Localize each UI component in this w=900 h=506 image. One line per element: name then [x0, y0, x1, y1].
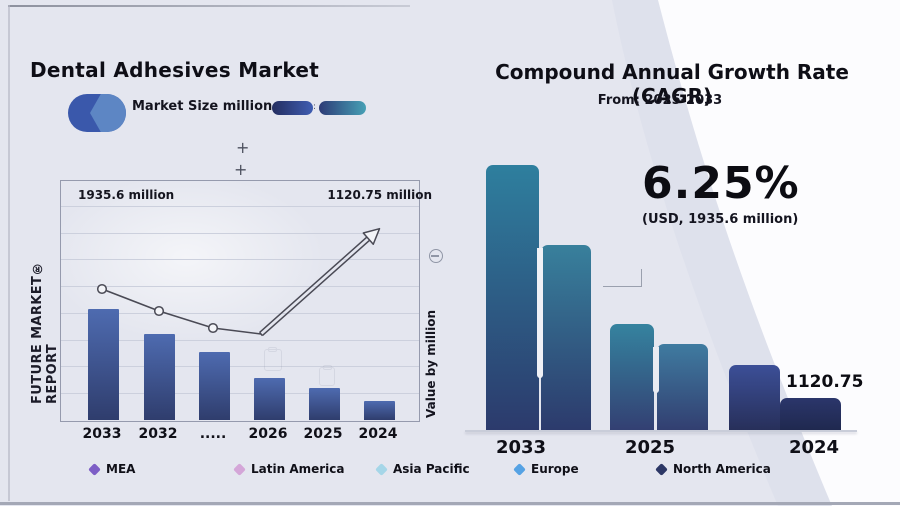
x-label-2024: 2024	[358, 426, 398, 442]
cagr-title: Compound Annual Growth Rate (CAGR)	[495, 60, 849, 108]
frame-top-line	[8, 5, 410, 7]
legend-item-north-america: North America	[655, 462, 771, 476]
gradient-pill-left	[272, 101, 313, 115]
x-label-2032: 2032	[138, 426, 178, 442]
gridline	[61, 206, 419, 207]
plus-mark-decor: +	[234, 160, 248, 179]
legend-label: Europe	[531, 462, 579, 476]
region-legend: MEA Latin America Asia Pacific Europe North …	[0, 462, 900, 486]
gridline	[61, 392, 419, 394]
arrow-base-line	[259, 331, 263, 337]
cagr-subtitle: From: 2025-2033	[597, 93, 723, 108]
bar-2024	[364, 401, 395, 420]
bar-2026	[254, 378, 285, 420]
arrow-head	[362, 227, 381, 245]
trend-line	[101, 288, 262, 335]
x-label-.....: .....	[199, 426, 227, 442]
ghost-clipboard-icon	[264, 347, 282, 371]
ghost-clipboard-icon	[319, 365, 335, 386]
watermark-vertical-text: FUTURE MARKET® REPORT	[30, 260, 60, 404]
legend-item-europe: Europe	[513, 462, 579, 476]
arrow-shaft-line	[261, 239, 371, 337]
legend-label: North America	[673, 462, 771, 476]
value-2024-label: 1120.75	[786, 372, 864, 392]
cagr-note: (USD, 1935.6 million)	[642, 212, 799, 227]
bar-2025	[309, 388, 340, 420]
gradient-pill-right	[319, 101, 366, 115]
bar-.....	[199, 352, 230, 420]
legend-diamond-icon	[655, 462, 668, 476]
value-axis-label: Value by million	[424, 309, 438, 418]
cagr-value: 6.25%	[642, 158, 800, 209]
bar-2033	[88, 309, 119, 420]
x-label-2033: 2033	[82, 426, 122, 442]
legend-diamond-icon	[375, 462, 388, 476]
legend-diamond-icon	[513, 462, 526, 476]
legend-diamond-icon	[233, 462, 246, 476]
trend-marker	[153, 305, 165, 317]
cagr-chart-baseline	[465, 430, 857, 432]
frame-left-line	[8, 5, 10, 501]
pill-separator: :	[313, 102, 317, 112]
annotation-2024-value: 1120.75 million	[327, 188, 432, 202]
circle-minus-icon	[429, 249, 443, 263]
bar-2032	[144, 334, 175, 420]
gridline	[61, 366, 419, 368]
background-white-blob	[658, 0, 900, 506]
gridline	[61, 232, 419, 234]
frame-bottom-line	[0, 502, 900, 505]
x-label-2026: 2026	[248, 426, 288, 442]
gridline	[61, 339, 419, 341]
x-axis-labels: 2033 2032..... 2026 2025 2024	[60, 426, 418, 446]
legend-diamond-icon	[88, 462, 101, 476]
arrow-shaft-line	[259, 236, 368, 333]
legend-item-mea: MEA	[88, 462, 136, 476]
gridline	[61, 286, 419, 288]
corner-bracket-decor	[603, 269, 642, 287]
legend-label: Latin America	[251, 462, 345, 476]
gridline	[61, 259, 419, 261]
legend-label: Asia Pacific	[393, 462, 470, 476]
market-size-legend-label: Market Size million	[132, 99, 273, 114]
plus-mark-decor: +	[236, 138, 250, 157]
market-size-cylinder-icon	[68, 94, 126, 132]
x-label-2025: 2025	[303, 426, 343, 442]
trend-marker	[207, 322, 219, 334]
annotation-2033-value: 1935.6 million	[78, 188, 175, 202]
page-title: Dental Adhesives Market	[30, 58, 320, 82]
legend-label: MEA	[106, 462, 136, 476]
legend-item-latin-america: Latin America	[233, 462, 345, 476]
market-size-chart: 1935.6 million 1120.75 million	[60, 180, 432, 422]
legend-item-asia-pacific: Asia Pacific	[375, 462, 470, 476]
